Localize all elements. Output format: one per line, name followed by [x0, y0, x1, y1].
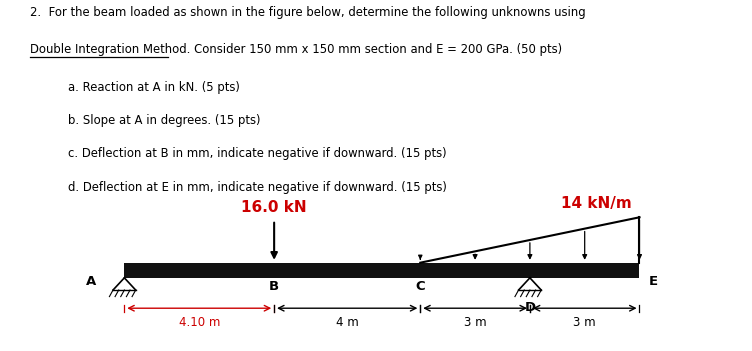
Text: E: E — [649, 275, 658, 288]
Text: d. Deflection at E in mm, indicate negative if downward. (15 pts): d. Deflection at E in mm, indicate negat… — [68, 181, 447, 194]
Text: 3 m: 3 m — [573, 316, 596, 329]
Text: B: B — [269, 280, 279, 293]
Text: 4.10 m: 4.10 m — [178, 316, 220, 329]
Text: 16.0 kN: 16.0 kN — [241, 200, 307, 215]
Text: 14 kN/m: 14 kN/m — [561, 196, 632, 211]
Text: C: C — [415, 280, 425, 293]
Text: Double Integration Method. Consider 150 mm x 150 mm section and E = 200 GPa. (50: Double Integration Method. Consider 150 … — [30, 43, 562, 56]
Text: b. Slope at A in degrees. (15 pts): b. Slope at A in degrees. (15 pts) — [68, 114, 260, 127]
Text: a. Reaction at A in kN. (5 pts): a. Reaction at A in kN. (5 pts) — [68, 81, 240, 94]
Text: 3 m: 3 m — [464, 316, 487, 329]
Text: A: A — [86, 275, 96, 288]
Text: D: D — [524, 301, 535, 314]
Text: 4 m: 4 m — [336, 316, 359, 329]
Text: 2.  For the beam loaded as shown in the figure below, determine the following un: 2. For the beam loaded as shown in the f… — [30, 6, 586, 19]
FancyBboxPatch shape — [124, 263, 639, 278]
Text: c. Deflection at B in mm, indicate negative if downward. (15 pts): c. Deflection at B in mm, indicate negat… — [68, 147, 446, 160]
